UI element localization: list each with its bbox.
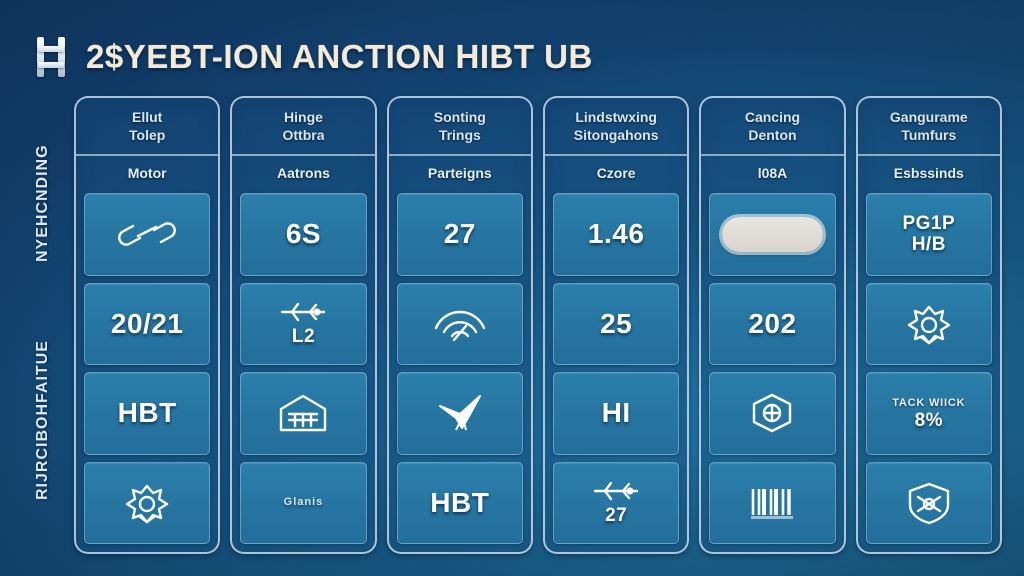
barcode-icon [748,485,796,521]
column-cells: 20/21 HBT [76,190,218,546]
chain-link-icon [116,217,178,251]
column-title-line1: Hinge [284,108,323,125]
column-title-line1: Cancing [744,108,801,125]
side-label-top: NYEHCNDING [34,144,51,263]
shield-crest-icon [904,481,954,525]
cell-value: 6S [285,218,322,250]
side-label-bottom: RIJRCIBOHFAITUE [34,340,51,500]
cell-value: PG1P [902,213,956,235]
comparison-column[interactable]: Ellut Tolep Motor 20/21 HBT [74,96,221,554]
column-title-line1: Ellut [131,108,163,125]
hexagon-globe-icon [749,392,795,434]
column-subtitle: Parteigns [427,165,492,181]
ladder-icon [36,37,66,77]
column-title-line2: Tolep [129,126,166,143]
column-subtitle: l08A [757,165,788,181]
column-subtitle: Aatrons [277,165,330,181]
data-cell[interactable] [865,282,992,365]
column-cells: 202 [701,190,843,546]
comparison-column[interactable]: Cancing Denton l08A 202 [699,96,846,554]
cell-value: 1.46 [587,218,645,250]
cell-value: 25 [600,307,633,339]
column-title: Gangurame Tumfurs [857,98,1000,156]
column-title-line1: Sonting [433,108,486,125]
data-cell[interactable]: L2 [240,282,367,365]
column-title: Sonting Trings [388,98,531,156]
comparison-column[interactable]: Hinge Ottbra Aatrons 6S L2 Glanis [230,96,377,554]
column-cells: 6S L2 Glanis [232,190,374,546]
column-subtitle: Motor [127,165,167,181]
column-title-line1: Gangurame [889,108,968,125]
column-title-line2: Ottbra [282,126,325,143]
data-cell[interactable] [709,372,836,455]
column-title-line2: Denton [748,126,797,143]
column-subtitle: Czore [596,165,636,181]
page-title: 2$YEBT-ION ANCTION HIBT UB [86,38,593,75]
data-cell[interactable]: 6S [240,193,367,276]
column-title-line2: Tumfurs [901,126,957,143]
data-cell[interactable] [709,461,836,544]
column-subtitle: Esbssinds [893,165,964,181]
cell-value: Glanis [283,496,324,509]
page-header: 2$YEBT-ION ANCTION HIBT UB [36,28,593,86]
data-cell[interactable]: 202 [709,282,836,365]
cell-value: HBT [430,486,490,518]
bank-building-icon [277,392,329,434]
cell-value: 20/21 [110,307,184,339]
data-cell[interactable] [865,461,992,544]
data-cell[interactable]: HBT [396,461,523,544]
cell-value: L2 [291,326,316,348]
column-cells: 27 HBT [389,190,531,546]
wifi-arc-icon [430,304,490,344]
pill-blob-icon [721,216,823,252]
data-cell[interactable] [84,193,211,276]
crest-badge-icon [119,482,175,524]
cell-value: 8% [914,409,944,431]
comparison-column[interactable]: Lindstwxing Sitongahons Czore 1.46 25 HI 27 [542,96,690,554]
data-cell[interactable]: 1.46 [552,193,680,276]
cell-value: 27 [443,218,476,250]
data-cell[interactable] [396,282,523,365]
data-cell[interactable]: 20/21 [84,282,211,365]
data-cell[interactable]: 27 [552,461,680,544]
column-title: Ellut Tolep [76,98,219,156]
cell-value: 27 [605,505,628,527]
data-cell[interactable]: 27 [396,193,523,276]
data-cell[interactable]: Glanis [240,461,367,544]
column-title-line2: Trings [438,126,481,143]
comparison-grid: Ellut Tolep Motor 20/21 HBT Hinge Ottbra Aatr… [74,96,1002,554]
data-cell[interactable] [84,461,211,544]
cell-caption: TACK WIICK [892,396,966,409]
airplane-icon [280,301,326,325]
cell-value: 202 [748,307,797,339]
column-title-line2: Sitongahons [573,126,659,143]
data-cell[interactable] [709,193,836,276]
cell-value: H/B [911,234,946,256]
cell-value: HBT [117,397,177,429]
data-cell[interactable] [240,372,367,455]
data-cell[interactable]: HI [552,372,680,455]
column-title: Cancing Denton [701,98,844,156]
cell-value: HI [601,397,631,429]
column-title-line1: Lindstwxing [575,108,657,125]
data-cell[interactable]: 25 [552,282,680,365]
column-title: Hinge Ottbra [232,98,375,156]
comparison-column[interactable]: Gangurame Tumfurs Esbssinds PG1P H/B TACK WI… [855,96,1002,554]
crest-badge-icon [901,303,957,345]
comparison-column[interactable]: Sonting Trings Parteigns 27 HBT [386,96,533,554]
column-cells: 1.46 25 HI 27 [545,190,687,546]
data-cell[interactable] [396,372,523,455]
airplane-icon [593,480,639,504]
data-cell[interactable]: HBT [84,372,211,455]
bird-icon [434,394,486,432]
column-cells: PG1P H/B TACK WIICK 8% [858,190,1000,546]
data-cell[interactable]: TACK WIICK 8% [865,372,992,455]
column-title: Lindstwxing Sitongahons [544,98,688,156]
data-cell[interactable]: PG1P H/B [865,193,992,276]
